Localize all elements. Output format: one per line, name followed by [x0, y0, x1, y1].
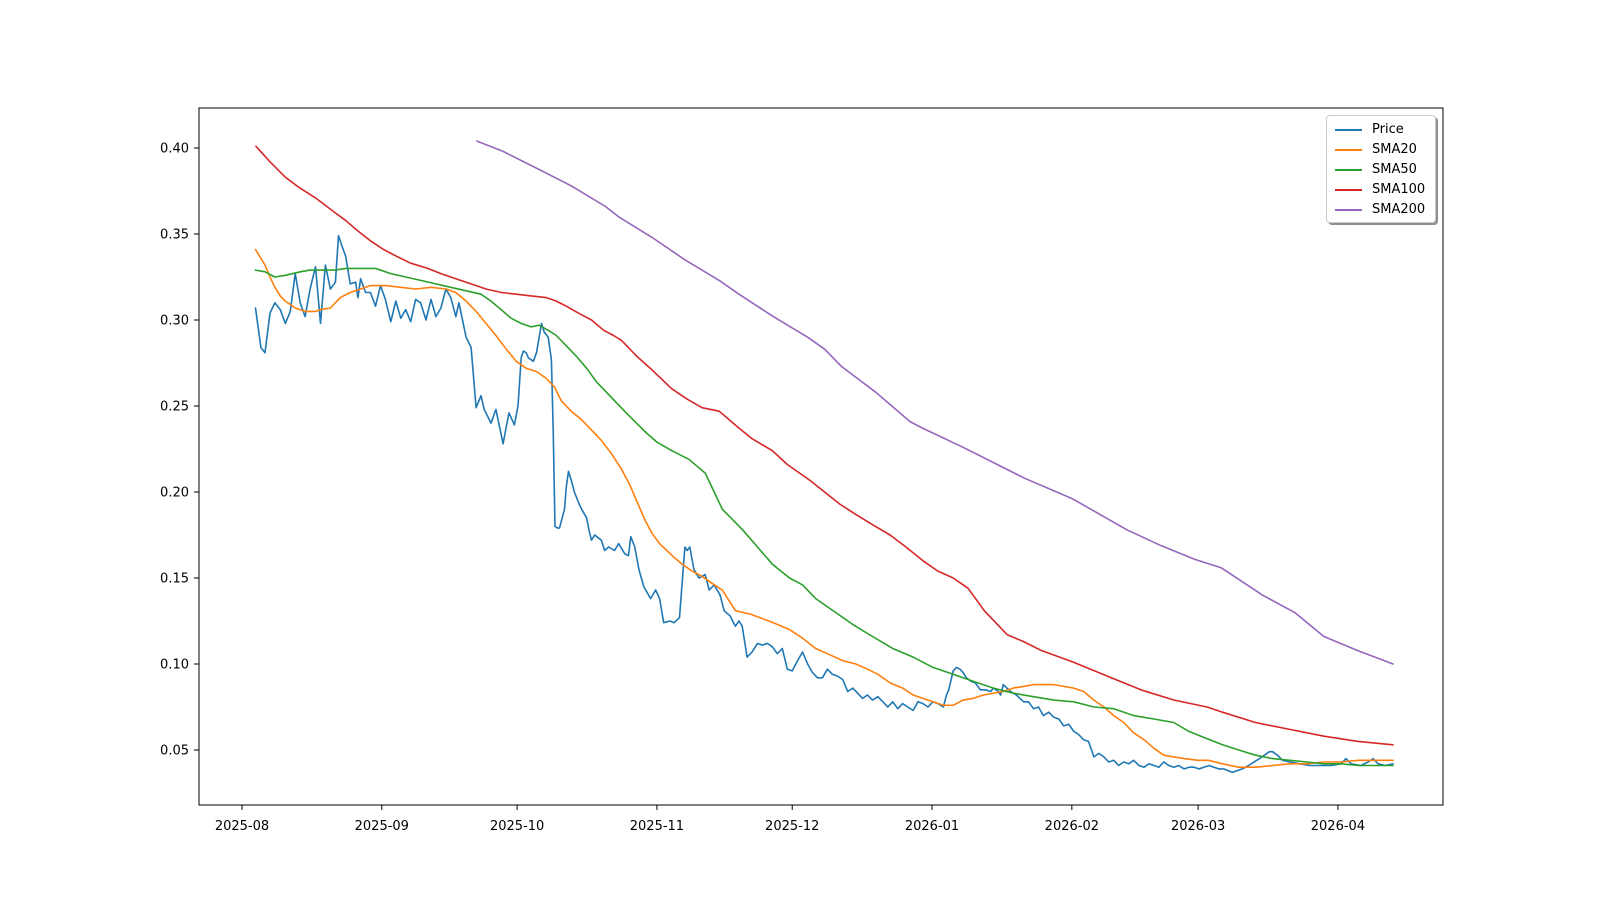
x-tick-label: 2026-01 — [905, 819, 959, 834]
plot-frame — [198, 107, 1444, 806]
y-tick-label: 0.30 — [160, 314, 189, 329]
x-tick-label: 2025-12 — [765, 819, 819, 834]
legend-item-sma20: SMA20 — [1327, 140, 1435, 160]
x-tick-label: 2025-09 — [355, 819, 409, 834]
x-tick-label: 2025-11 — [630, 819, 684, 834]
y-tick-label: 0.40 — [160, 142, 189, 157]
legend-line-swatch — [1335, 129, 1362, 131]
sma100-line — [255, 145, 1394, 746]
x-tick-label: 2026-04 — [1311, 819, 1365, 834]
legend-label: SMA20 — [1372, 142, 1417, 157]
y-tick-label: 0.05 — [160, 744, 189, 759]
legend-item-price: Price — [1327, 120, 1435, 140]
x-tick-label: 2026-02 — [1045, 819, 1099, 834]
y-tick-label: 0.10 — [160, 658, 189, 673]
price-line — [254, 234, 1394, 774]
legend-line-swatch — [1335, 149, 1362, 151]
legend-line-swatch — [1335, 209, 1362, 211]
y-tick-label: 0.20 — [160, 486, 189, 501]
legend-label: SMA200 — [1372, 202, 1426, 217]
legend-item-sma100: SMA100 — [1327, 180, 1435, 200]
legend-line-swatch — [1335, 189, 1362, 191]
x-tick-label: 2025-08 — [215, 819, 269, 834]
y-tick-label: 0.35 — [160, 228, 189, 243]
legend-label: Price — [1372, 122, 1404, 137]
legend: Price SMA20 SMA50 SMA100 SMA200 — [1326, 115, 1436, 223]
legend-item-sma50: SMA50 — [1327, 160, 1435, 180]
x-tick-label: 2025-10 — [490, 819, 544, 834]
legend-line-swatch — [1335, 169, 1362, 171]
sma200-line — [476, 140, 1394, 665]
x-tick-label: 2026-03 — [1171, 819, 1225, 834]
y-tick-label: 0.15 — [160, 572, 189, 587]
sma50-line — [254, 267, 1394, 767]
legend-label: SMA100 — [1372, 182, 1426, 197]
legend-item-sma200: SMA200 — [1327, 200, 1435, 220]
legend-label: SMA50 — [1372, 162, 1417, 177]
sma20-line — [254, 248, 1394, 769]
y-tick-label: 0.25 — [160, 400, 189, 415]
